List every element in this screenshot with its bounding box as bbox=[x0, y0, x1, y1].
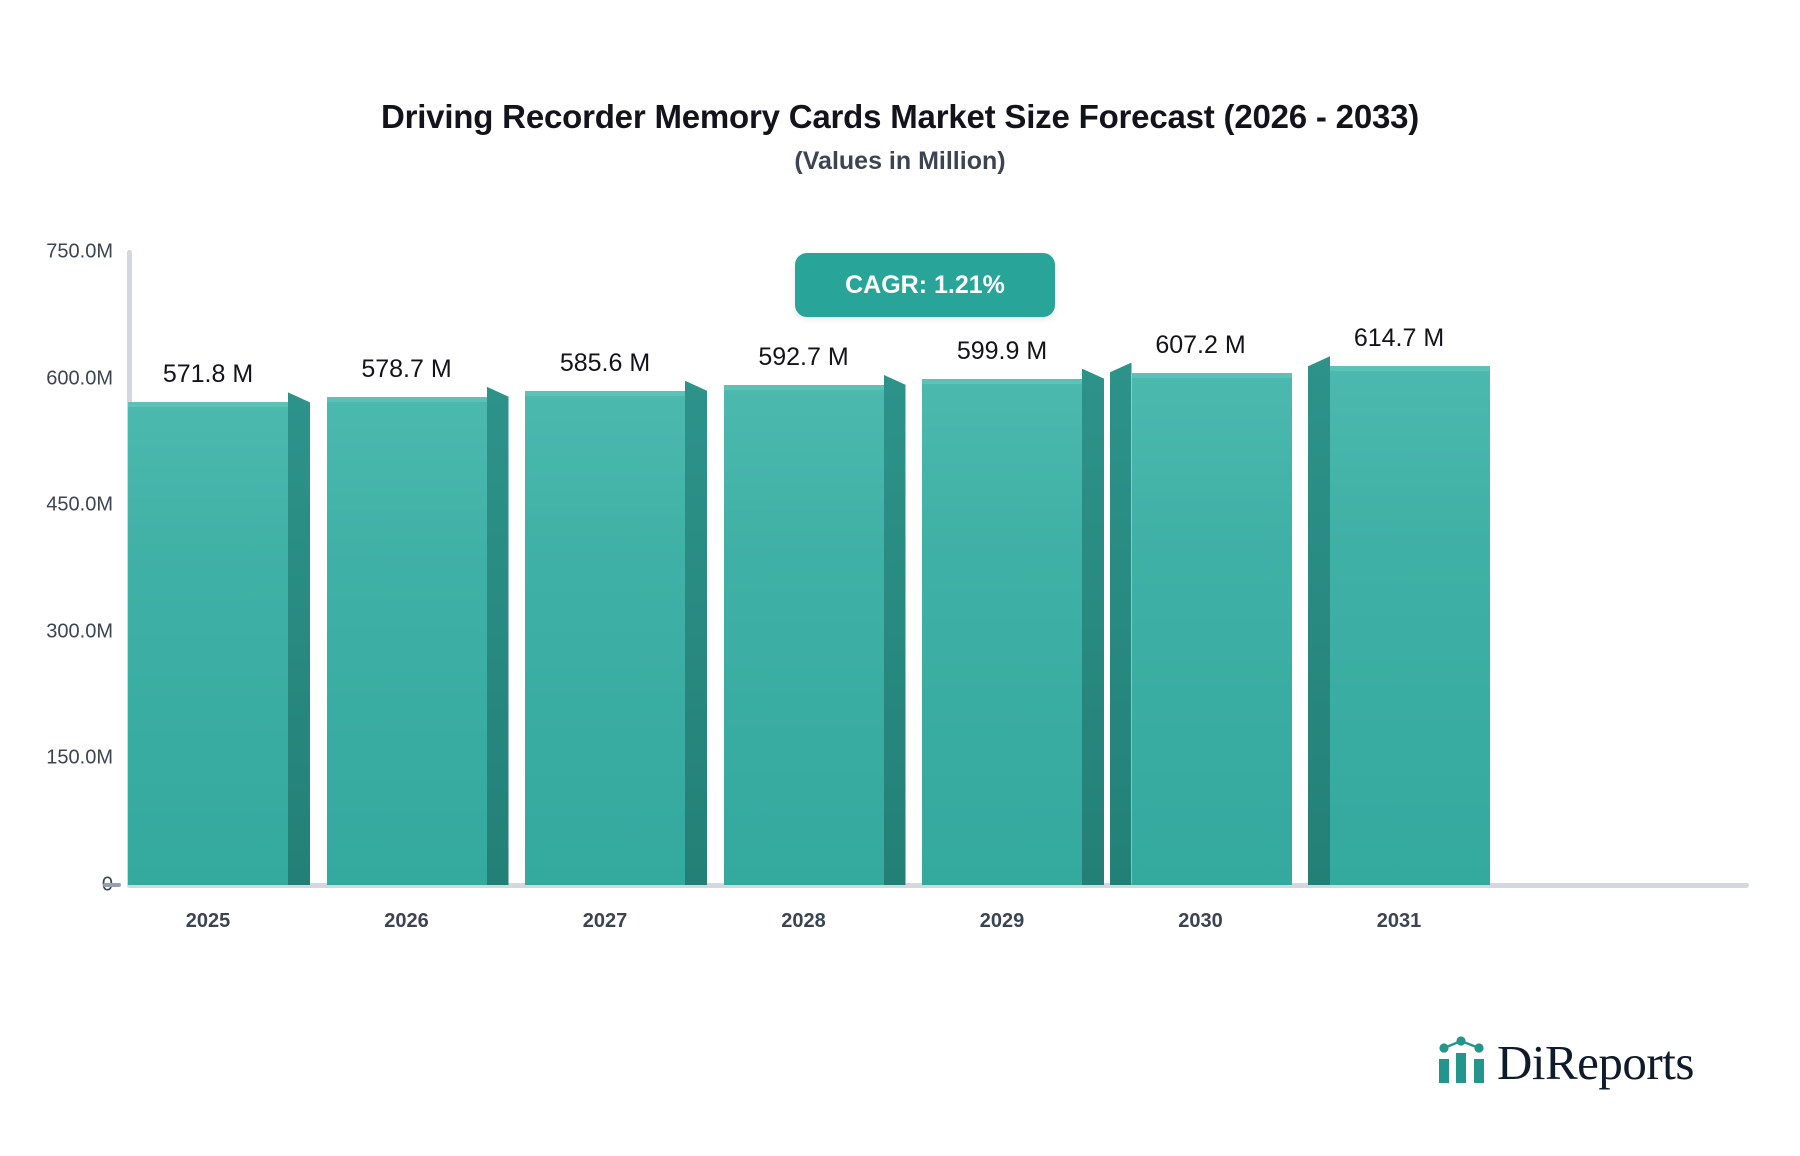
y-tick-label: 150.0M bbox=[46, 746, 113, 769]
bar-front-face bbox=[128, 402, 288, 885]
brand-name: DiReports bbox=[1497, 1035, 1694, 1090]
x-axis-line bbox=[127, 883, 1749, 888]
bar-top-edge bbox=[525, 390, 685, 396]
bar-3d-side bbox=[288, 392, 310, 885]
chart-subtitle: (Values in Million) bbox=[794, 147, 1006, 175]
y-tick-label: 450.0M bbox=[46, 493, 113, 516]
bar-top-edge bbox=[326, 396, 487, 402]
x-tick-label: 2026 bbox=[384, 910, 429, 932]
x-tick-label: 2025 bbox=[185, 910, 231, 932]
bar-3d-side bbox=[1082, 368, 1104, 885]
y-tick-label: 0 bbox=[3, 874, 113, 897]
chart-title: Driving Recorder Memory Cards Market Siz… bbox=[380, 98, 1420, 135]
cagr-badge: CAGR: 1.21% bbox=[795, 253, 1055, 317]
y-tick-label: 600.0M bbox=[46, 367, 113, 390]
x-tick-label: 2031 bbox=[1376, 910, 1422, 932]
bar-value-label: 599.9 M bbox=[956, 336, 1048, 365]
bar-front-face bbox=[723, 384, 884, 885]
bar-value-label: 578.7 M bbox=[361, 354, 452, 383]
x-tick-label: 2029 bbox=[979, 910, 1025, 932]
bar-top-edge bbox=[922, 378, 1082, 384]
y-zero-tick-mark bbox=[103, 883, 121, 887]
bar-front-face bbox=[525, 390, 685, 885]
x-tick-label: 2030 bbox=[1178, 910, 1223, 932]
y-axis-line bbox=[127, 250, 132, 887]
bar-front-face bbox=[326, 396, 487, 885]
bar-top-edge bbox=[128, 402, 288, 408]
bar-3d-side bbox=[1308, 356, 1330, 885]
bar-value-label: 585.6 M bbox=[559, 348, 651, 377]
bar-value-label: 614.7 M bbox=[1353, 324, 1445, 353]
bar-top-edge bbox=[1330, 366, 1490, 372]
y-tick-label: 750.0M bbox=[46, 240, 113, 263]
bar-top-edge bbox=[1131, 372, 1292, 378]
bar-3d-side bbox=[486, 386, 509, 885]
bar-front-face bbox=[1330, 366, 1490, 885]
x-tick-label: 2027 bbox=[582, 910, 628, 932]
brand-logo: DiReports bbox=[1437, 1035, 1694, 1090]
bar-3d-side bbox=[685, 380, 707, 885]
bar-front-face bbox=[922, 378, 1082, 885]
x-tick-label: 2028 bbox=[781, 910, 826, 932]
bar-value-label: 592.7 M bbox=[758, 342, 849, 371]
bar-3d-side bbox=[883, 374, 906, 885]
bar-value-label: 607.2 M bbox=[1155, 330, 1246, 359]
bar-top-edge bbox=[723, 384, 884, 390]
bar-chart-logo-icon bbox=[1437, 1035, 1491, 1090]
y-tick-label: 300.0M bbox=[46, 620, 113, 643]
bar-front-face bbox=[1131, 372, 1292, 885]
bar-3d-side bbox=[1109, 362, 1132, 885]
